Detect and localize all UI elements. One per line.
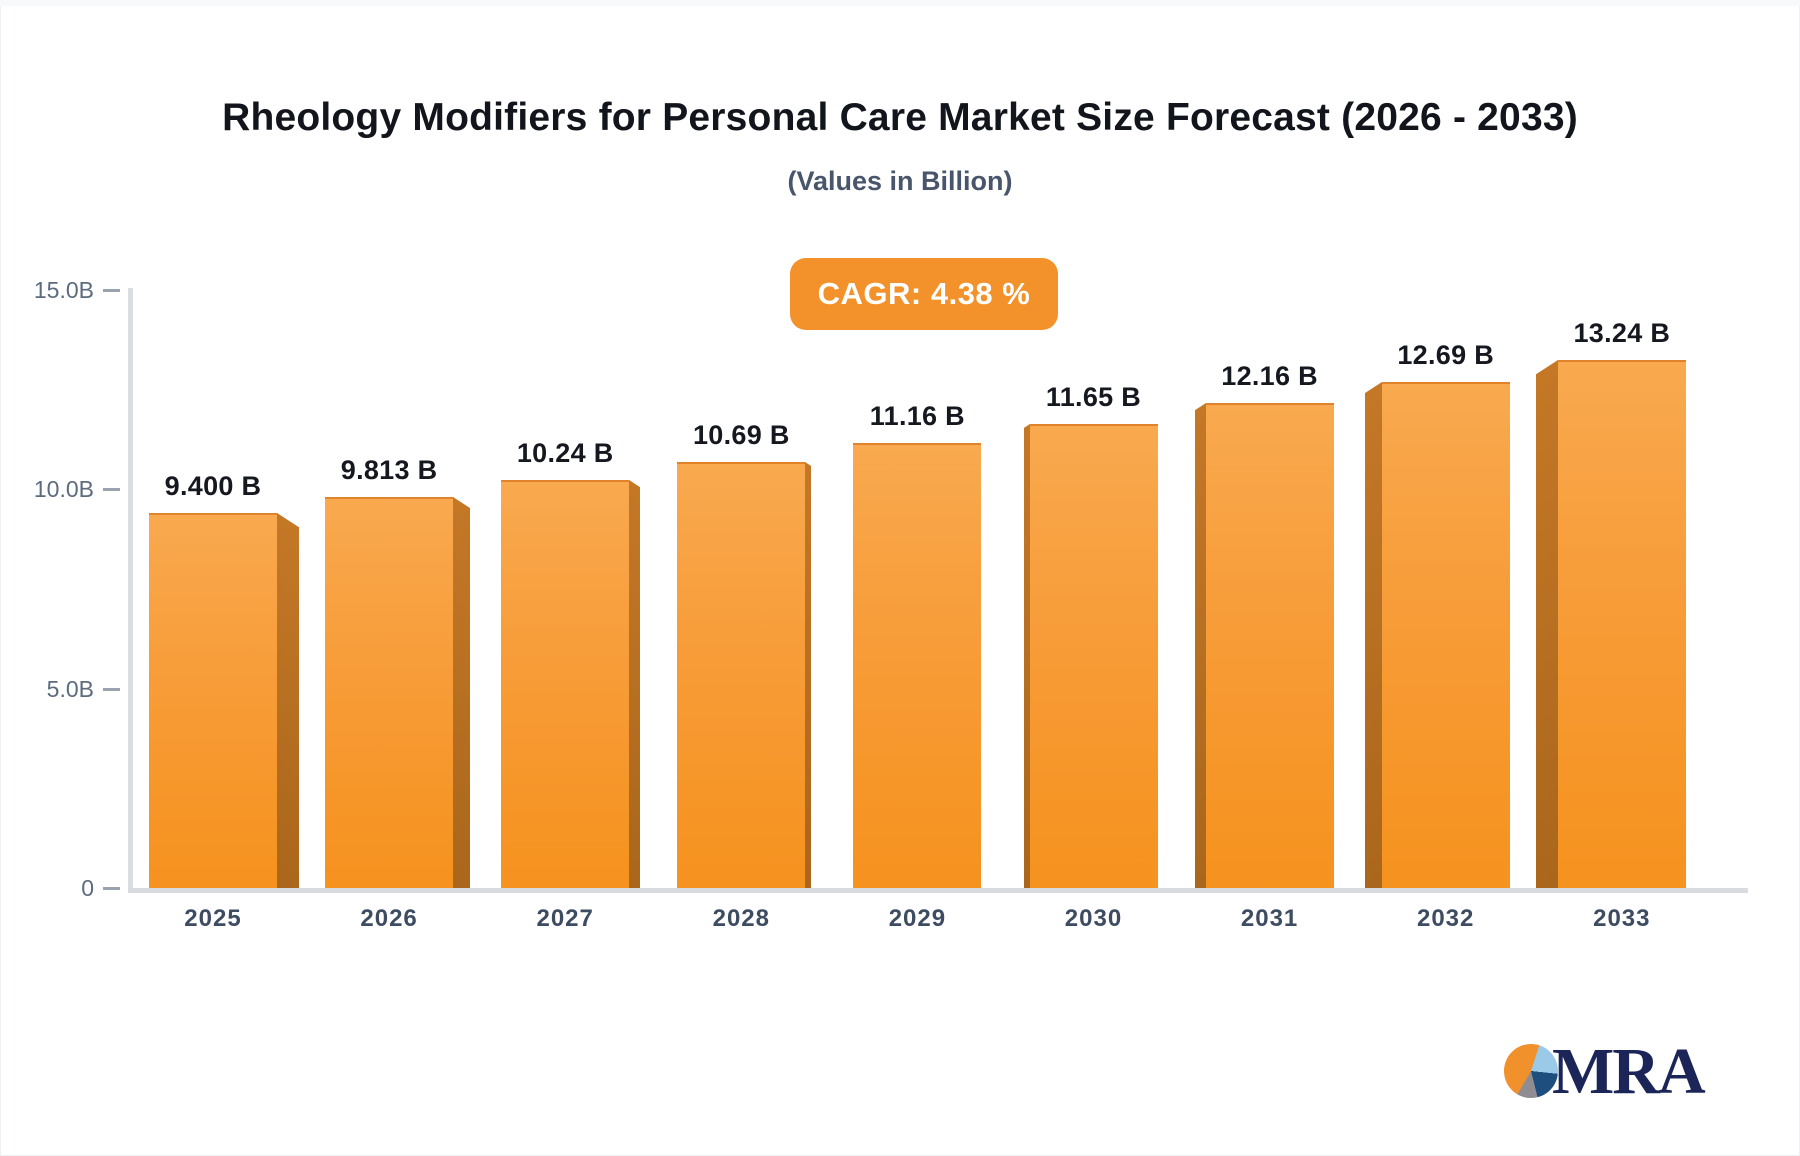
y-axis-line [128,288,133,893]
bar-value-label-2033: 13.24 B [1573,318,1671,348]
page-top-strip [0,0,1800,6]
bar-front-face-2032 [1381,382,1510,888]
y-tick-mark-2 [103,687,120,691]
x-axis-label-2031: 2031 [1240,905,1299,932]
bar-value-label-2027: 10.24 B [516,438,614,468]
bar-value-label-2028: 10.69 B [692,420,790,450]
bar-front-face-2026 [325,497,454,888]
bar-2029[interactable] [853,443,982,888]
chart-subtitle: (Values in Billion) [787,166,1013,196]
x-axis-line [128,888,1748,893]
y-tick-label-0: 15.0B [33,277,94,303]
bar-front-face-2029 [853,443,982,888]
x-axis-label-2032: 2032 [1416,905,1475,932]
bar-2027[interactable] [501,480,641,888]
bar-2026[interactable] [325,497,471,888]
logo-text: MRA [1552,1035,1706,1108]
y-tick-mark-1 [103,488,120,492]
x-axis-label-2026: 2026 [360,905,418,932]
bar-front-face-2025 [149,513,277,888]
bar-value-label-2032: 12.69 B [1397,340,1495,370]
pie-chart-icon [1504,1044,1558,1098]
x-axis-label-2033: 2033 [1593,905,1651,932]
bar-2030[interactable] [1023,424,1158,888]
x-axis-label-2027: 2027 [536,905,594,932]
bar-front-face-2030 [1029,424,1158,888]
bar-side-face-2031 [1194,403,1206,888]
bar-2028[interactable] [677,462,812,888]
bar-value-label-2030: 11.65 B [1045,382,1142,412]
bar-value-label-2026: 9.813 B [340,455,438,485]
bar-side-face-2032 [1364,382,1382,888]
x-axis-label-2025: 2025 [184,905,242,932]
bar-side-face-2033 [1535,360,1558,888]
bar-front-face-2028 [677,462,806,888]
bar-side-face-2027 [629,480,641,888]
bar-side-face-2025 [277,513,299,888]
bar-2032[interactable] [1364,382,1510,888]
y-tick-mark-0 [103,289,120,292]
bar-value-label-2025: 9.400 B [164,471,262,501]
y-tick-mark-3 [103,887,120,890]
x-axis-label-2028: 2028 [712,905,770,932]
y-tick-label-2: 5.0B [46,675,94,702]
bar-2025[interactable] [149,513,299,888]
chart-title: Rheology Modifiers for Personal Care Mar… [222,96,1578,139]
bar-value-label-2031: 12.16 B [1221,361,1318,391]
cagr-badge-label: CAGR: 4.38 % [817,276,1031,311]
x-axis-label-2029: 2029 [888,905,947,932]
bar-value-label-2029: 11.16 B [869,401,965,431]
y-tick-label-1: 10.0B [33,476,94,503]
bar-front-face-2027 [501,480,630,888]
x-axis-label-2030: 2030 [1064,905,1123,932]
mra-logo: MRA [1500,1028,1760,1108]
bar-side-face-2030 [1023,424,1030,888]
bar-side-face-2028 [805,462,812,888]
bar-side-face-2026 [453,497,471,888]
bar-2031[interactable] [1194,403,1334,888]
y-tick-label-3: 0 [81,875,94,901]
bar-front-face-2033 [1557,360,1686,888]
bar-2033[interactable] [1535,360,1686,888]
bar-front-face-2031 [1205,403,1334,888]
cagr-badge: CAGR: 4.38 % [790,258,1058,330]
